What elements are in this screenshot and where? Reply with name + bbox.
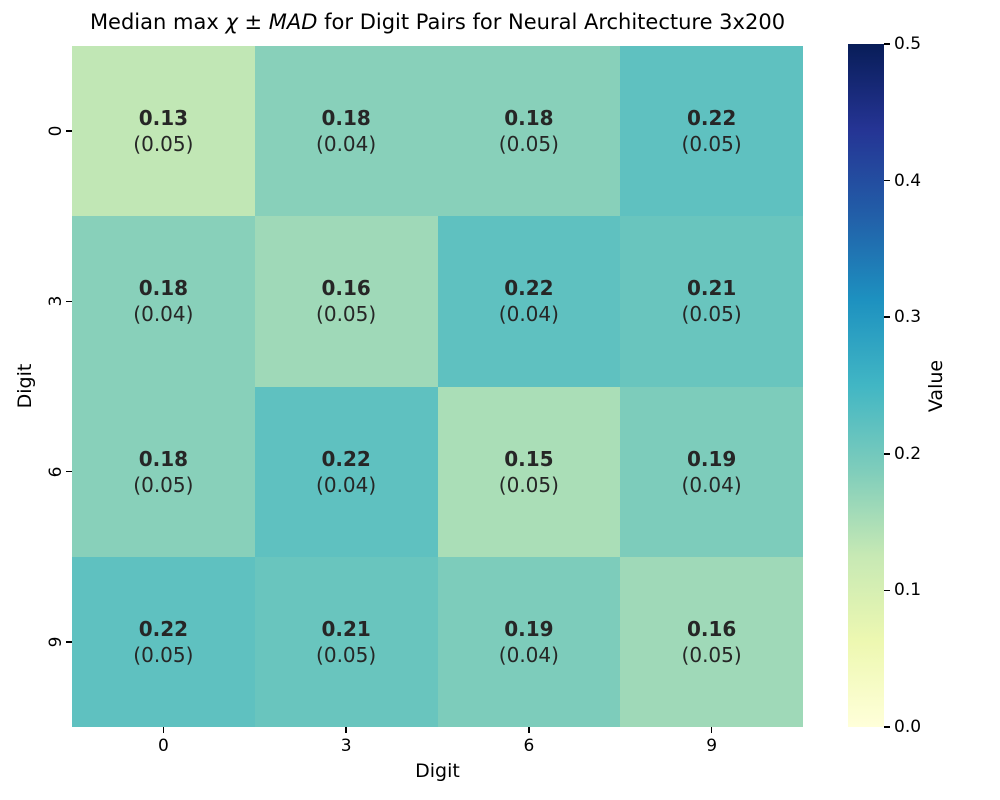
cell-value: 0.21 — [686, 276, 737, 301]
cell-mad: (0.05) — [681, 642, 742, 667]
heatmap-cell: 0.22 (0.05) — [72, 556, 255, 727]
cell-value: 0.22 — [138, 616, 189, 641]
colorbar-tick-label: 0.3 — [894, 307, 922, 328]
cell-value: 0.21 — [321, 616, 371, 641]
heatmap-cell: 0.22 (0.04) — [254, 386, 438, 557]
colorbar-gradient — [848, 44, 884, 727]
chart-title: Median max χ ± MAD for Digit Pairs for N… — [72, 10, 803, 34]
chart-title-suffix: for Digit Pairs for Neural Architecture … — [317, 10, 786, 34]
colorbar-label: Value — [925, 359, 947, 413]
cell-value: 0.22 — [504, 276, 554, 301]
x-tick-mark — [710, 727, 713, 733]
cell-value: 0.13 — [138, 106, 189, 131]
colorbar-tick-label: 0.0 — [894, 717, 922, 737]
heatmap-cell: 0.19 (0.04) — [620, 386, 803, 557]
cell-mad: (0.04) — [316, 132, 377, 157]
cell-value: 0.16 — [686, 616, 737, 641]
x-tick-label: 3 — [340, 736, 352, 756]
heatmap-cell: 0.13 (0.05) — [72, 46, 255, 217]
colorbar-tick-label: 0.4 — [894, 170, 922, 191]
colorbar-tick-label: 0.5 — [894, 34, 922, 54]
heatmap-cell: 0.21 (0.05) — [254, 556, 438, 727]
colorbar-tick-mark — [884, 589, 890, 592]
heatmap-cell: 0.18 (0.05) — [437, 46, 621, 217]
cell-value: 0.22 — [321, 446, 371, 471]
cell-mad: (0.05) — [681, 302, 742, 327]
x-axis-label: Digit — [415, 760, 460, 782]
cell-mad: (0.04) — [681, 472, 742, 497]
cell-mad: (0.04) — [498, 642, 559, 667]
cell-value: 0.15 — [504, 446, 554, 471]
cell-value: 0.18 — [321, 106, 371, 131]
cell-value: 0.18 — [138, 446, 189, 471]
heatmap-cell: 0.16 (0.05) — [254, 216, 438, 387]
cell-mad: (0.05) — [133, 132, 194, 157]
y-tick-mark — [66, 641, 72, 643]
cell-value: 0.16 — [321, 276, 371, 301]
y-tick-label: 6 — [46, 466, 66, 478]
cell-mad: (0.04) — [498, 302, 559, 327]
heatmap-cell: 0.18 (0.05) — [72, 386, 255, 557]
colorbar-tick-label: 0.2 — [894, 443, 922, 464]
heatmap-cell: 0.22 (0.04) — [437, 216, 621, 387]
cell-mad: (0.05) — [133, 472, 194, 497]
x-tick-mark — [345, 727, 347, 733]
x-tick-mark — [528, 727, 530, 733]
y-tick-label: 0 — [46, 125, 66, 137]
y-axis-label: Digit — [14, 363, 36, 409]
cell-value: 0.19 — [686, 446, 737, 471]
heatmap-axes: 0.13 (0.05) 0.18 (0.04) 0.18 (0.05) 0.22 (0.05)… — [72, 46, 803, 727]
y-tick-mark — [66, 470, 72, 473]
chart-title-math: χ ± MAD — [225, 10, 318, 34]
colorbar-tick-mark — [884, 316, 890, 318]
colorbar-tick-mark — [884, 726, 890, 728]
x-tick-label: 0 — [157, 736, 169, 756]
cell-mad: (0.05) — [133, 642, 194, 667]
heatmap-cell: 0.22 (0.05) — [620, 46, 803, 217]
cell-mad: (0.05) — [316, 642, 377, 667]
heatmap-cell: 0.18 (0.04) — [254, 46, 438, 217]
heatmap-cell: 0.15 (0.05) — [437, 386, 621, 557]
colorbar-tick-mark — [884, 453, 890, 455]
y-tick-label: 9 — [46, 636, 66, 648]
cell-mad: (0.05) — [498, 132, 559, 157]
cell-value: 0.18 — [138, 276, 189, 301]
colorbar-tick-label: 0.1 — [894, 580, 922, 601]
y-tick-mark — [66, 300, 72, 303]
heatmap-cell: 0.18 (0.04) — [72, 216, 255, 387]
cell-mad: (0.05) — [498, 472, 559, 497]
colorbar-tick-mark — [884, 43, 890, 45]
heatmap-cell: 0.21 (0.05) — [620, 216, 803, 387]
chart-title-prefix: Median max — [89, 10, 226, 34]
cell-value: 0.18 — [504, 106, 554, 131]
cell-value: 0.19 — [504, 616, 554, 641]
cell-mad: (0.04) — [316, 472, 377, 497]
y-tick-label: 3 — [46, 295, 66, 307]
y-tick-mark — [66, 130, 72, 132]
cell-mad: (0.05) — [316, 302, 377, 327]
x-tick-mark — [162, 727, 165, 733]
x-tick-label: 9 — [706, 736, 718, 756]
cell-mad: (0.05) — [681, 132, 742, 157]
heatmap-cell: 0.16 (0.05) — [620, 556, 803, 727]
heatmap-cell: 0.19 (0.04) — [437, 556, 621, 727]
cell-value: 0.22 — [686, 106, 737, 131]
cell-mad: (0.04) — [133, 302, 194, 327]
x-tick-label: 6 — [523, 736, 535, 756]
colorbar-tick-mark — [884, 179, 890, 182]
